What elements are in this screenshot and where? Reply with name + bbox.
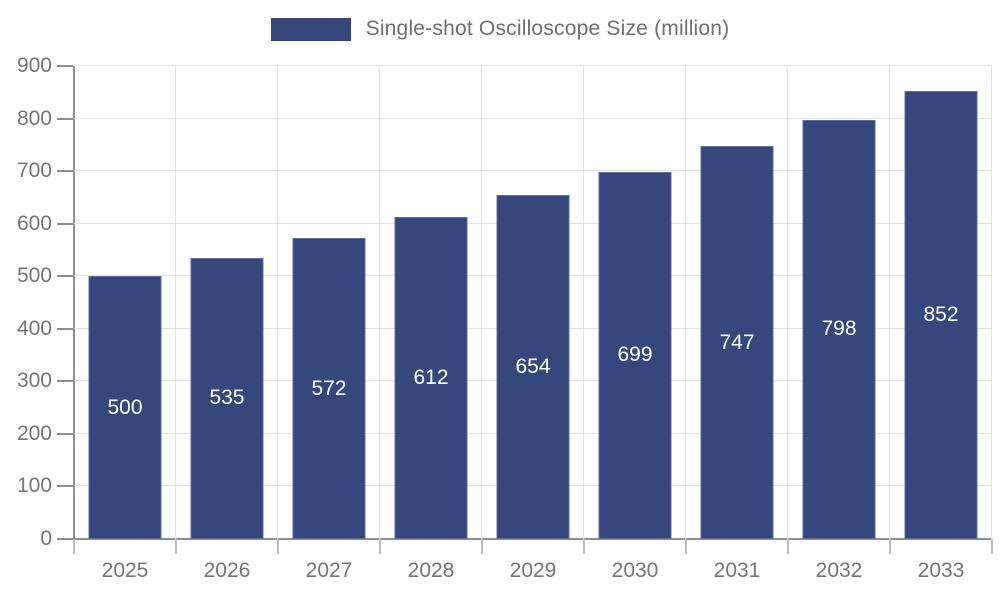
bar-2026: 535 <box>190 257 264 539</box>
x-tick-label: 2032 <box>815 559 863 582</box>
x-gridline <box>991 66 992 539</box>
x-gridline <box>480 66 482 539</box>
x-tick-mark <box>787 539 789 554</box>
y-tick-mark <box>57 327 73 330</box>
bar-value-label: 612 <box>413 366 449 390</box>
x-tick-mark <box>583 539 585 554</box>
bar-value-label: 747 <box>719 330 755 354</box>
y-tick-mark <box>57 117 73 120</box>
bar-2033: 852 <box>904 91 978 539</box>
y-gridline <box>74 117 992 119</box>
y-gridline <box>74 65 992 66</box>
legend-label: Single-shot Oscilloscope Size (million) <box>365 17 730 40</box>
plot-area: 0 100 200 300 400 500 600 700 800 900 500 2025 535 20… <box>17 55 993 582</box>
x-gridline <box>378 66 380 539</box>
x-gridline <box>684 66 686 539</box>
bar-value-label: 699 <box>617 343 653 367</box>
x-gridline <box>583 66 584 539</box>
bar-value-label: 572 <box>311 376 347 400</box>
x-tick-label: 2025 <box>101 559 149 582</box>
y-tick-mark <box>57 432 73 435</box>
x-tick-mark <box>991 539 993 554</box>
y-tick-label: 800 <box>16 106 52 130</box>
x-tick-mark <box>174 539 177 554</box>
x-tick-mark <box>888 539 891 554</box>
y-axis-line <box>73 66 75 539</box>
x-tick-label: 2031 <box>713 559 761 582</box>
y-tick-label: 600 <box>16 211 52 235</box>
bar-value-label: 535 <box>209 386 245 410</box>
x-tick-mark <box>684 539 687 554</box>
x-tick-label: 2029 <box>509 559 557 582</box>
x-axis-line <box>73 538 992 540</box>
x-gridline <box>276 66 278 539</box>
x-tick-label: 2030 <box>611 559 659 582</box>
bar-value-label: 654 <box>515 355 551 379</box>
x-tick-mark <box>378 539 381 554</box>
legend-swatch <box>270 17 351 41</box>
y-tick-label: 300 <box>16 369 52 393</box>
bar-2025: 500 <box>88 276 162 539</box>
bar-2032: 798 <box>802 119 876 539</box>
bar-2029: 654 <box>496 195 570 539</box>
x-tick-mark <box>276 539 279 554</box>
bar-2030: 699 <box>598 171 672 539</box>
y-tick-mark <box>57 170 73 173</box>
bar-2027: 572 <box>292 238 366 539</box>
y-tick-mark <box>57 538 73 540</box>
x-gridline <box>888 66 890 539</box>
x-gridline <box>174 66 176 539</box>
y-tick-mark <box>57 65 73 67</box>
y-tick-label: 200 <box>16 421 52 445</box>
bar-value-label: 500 <box>107 395 143 419</box>
y-tick-label: 500 <box>16 264 52 288</box>
bar-2028: 612 <box>394 217 468 539</box>
chart-legend: Single-shot Oscilloscope Size (million) <box>0 17 1000 41</box>
x-tick-label: 2028 <box>407 559 455 582</box>
bar-value-label: 852 <box>923 303 959 327</box>
y-tick-mark <box>57 222 73 225</box>
x-tick-mark <box>480 539 483 554</box>
y-tick-mark <box>57 275 73 278</box>
y-gridline <box>74 170 992 172</box>
x-gridline <box>787 66 788 539</box>
y-tick-mark <box>57 485 73 488</box>
y-tick-label: 0 <box>40 527 52 550</box>
y-tick-label: 700 <box>16 159 52 183</box>
x-tick-label: 2033 <box>917 559 965 582</box>
y-tick-label: 400 <box>16 316 52 340</box>
y-tick-label: 100 <box>16 474 52 498</box>
x-tick-mark <box>73 539 75 554</box>
y-tick-label: 900 <box>16 54 52 77</box>
x-tick-label: 2026 <box>203 559 251 582</box>
y-tick-mark <box>57 380 73 383</box>
bar-2031: 747 <box>700 146 774 539</box>
x-tick-label: 2027 <box>305 559 353 582</box>
bar-value-label: 798 <box>821 317 857 341</box>
